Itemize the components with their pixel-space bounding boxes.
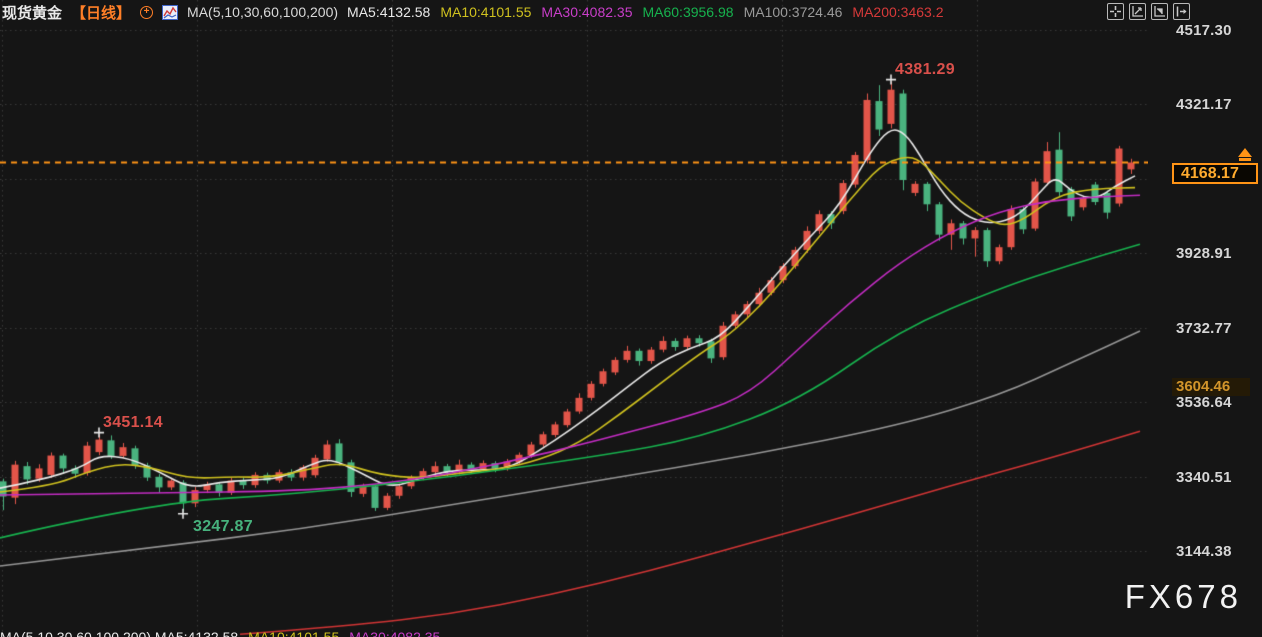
y-axis-label: 3732.77 <box>1176 319 1232 337</box>
clipped-legend-text: MA30:4082.35 <box>349 630 440 637</box>
ma-value-label: MA60:3956.98 <box>642 4 734 20</box>
price-chart-canvas[interactable] <box>0 0 1148 637</box>
ma-value-label: MA30:4082.35 <box>541 4 633 20</box>
y-axis-label: 3536.64 <box>1176 394 1232 412</box>
y-axis-scale-icon[interactable] <box>1129 3 1146 20</box>
scroll-right-icon[interactable] <box>1173 3 1190 20</box>
price-annotation: 3451.14 <box>103 413 163 431</box>
price-annotation: 3247.87 <box>193 517 253 535</box>
ma-settings-label[interactable]: MA(5,10,30,60,100,200) <box>187 4 339 20</box>
pan-crosshair-icon[interactable] <box>1107 3 1124 20</box>
add-indicator-icon[interactable]: + <box>140 5 154 19</box>
ma-values-list: MA5:4132.58 MA10:4101.55 MA30:4082.35 MA60:… <box>347 4 943 20</box>
chart-type-icon[interactable] <box>162 4 179 20</box>
clipped-legend-text: MA10:4101.55 <box>248 630 339 637</box>
ma-value-label: MA5:4132.58 <box>347 4 431 20</box>
clipped-legend-strip: MA(5,10,30,60,100,200) MA5:4132.58 MA10:4… <box>0 630 1100 637</box>
instrument-title: 现货黄金 <box>2 4 63 22</box>
watermark: FX678 <box>1124 578 1242 615</box>
ma-value-label: MA200:3463.2 <box>852 4 944 20</box>
chart-toolbar <box>1107 3 1190 20</box>
scroll-to-latest-icon[interactable] <box>1238 148 1252 162</box>
y-axis-label: 3144.38 <box>1176 543 1232 561</box>
y-axis-label: 4517.30 <box>1176 22 1232 39</box>
clipped-legend-text: MA(5,10,30,60,100,200) MA5:4132.58 <box>0 630 238 637</box>
y-axis-label: 3928.91 <box>1176 245 1232 263</box>
y-axis[interactable]: 4517.30 4321.17 3928.91 3732.77 3536.64 3340.… <box>1148 0 1262 637</box>
last-price-tag: 4168.17 <box>1172 163 1258 185</box>
price-annotation: 4381.29 <box>895 60 955 78</box>
last-price-value: 4168.17 <box>1181 165 1239 183</box>
chart-legend: 现货黄金 【日线】 + MA(5,10,30,60,100,200) MA5:4… <box>2 2 944 22</box>
secondary-price-tag: 3604.46 <box>1172 378 1250 397</box>
y-axis-label: 3340.51 <box>1176 468 1232 486</box>
x-axis-scale-icon[interactable] <box>1151 3 1168 20</box>
ma-value-label: MA10:4101.55 <box>440 4 532 20</box>
timeframe-label[interactable]: 【日线】 <box>71 4 132 22</box>
ma-value-label: MA100:3724.46 <box>743 4 843 20</box>
y-axis-label: 4321.17 <box>1176 96 1232 114</box>
